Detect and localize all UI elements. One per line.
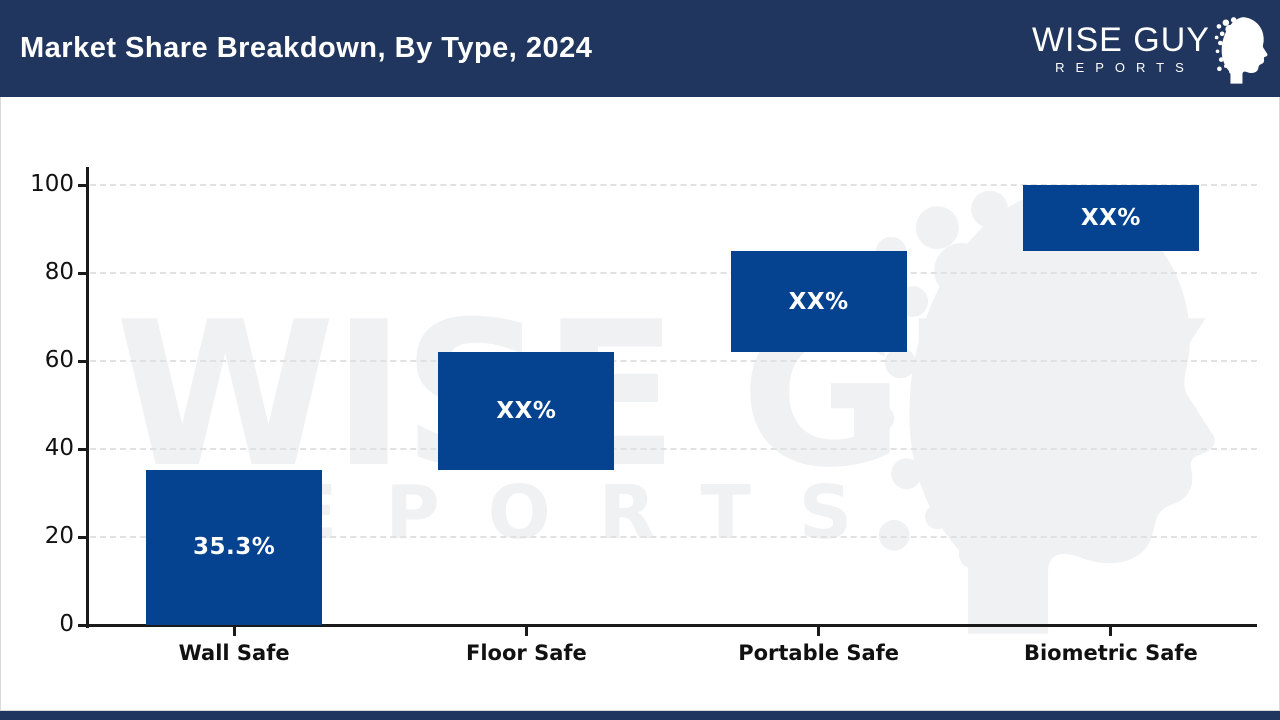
x-tick xyxy=(232,627,236,636)
footer-bar xyxy=(0,710,1280,720)
gridline-40 xyxy=(90,448,1257,450)
x-tick xyxy=(817,627,821,636)
bar-wall-safe: 35.3% xyxy=(146,469,323,625)
gridline-20 xyxy=(90,536,1257,538)
y-tick xyxy=(78,359,88,363)
page-title: Market Share Breakdown, By Type, 2024 xyxy=(20,32,593,64)
y-tick xyxy=(78,535,88,539)
category-label-biometric-safe: Biometric Safe xyxy=(1023,641,1198,665)
category-label-portable-safe: Portable Safe xyxy=(738,641,900,665)
bar-portable-safe: XX% xyxy=(730,251,907,353)
gridline-100 xyxy=(90,184,1257,186)
y-tick xyxy=(78,623,88,627)
waterfall-chart: 0 20 40 60 80 100 35.3% Wall Safe XX% Floor Safe X… xyxy=(0,97,1280,710)
left-border xyxy=(0,97,1,720)
y-tick xyxy=(78,447,88,451)
category-label-floor-safe: Floor Safe xyxy=(466,641,587,665)
y-tick xyxy=(78,183,88,187)
wise-guy-logo: WISE GUY REPORTS xyxy=(1032,0,1272,97)
bar-biometric-safe: XX% xyxy=(1022,185,1199,251)
y-tick-label: 80 xyxy=(44,259,74,285)
x-axis xyxy=(86,624,1257,627)
y-axis xyxy=(86,167,89,628)
bar-value-label: XX% xyxy=(1080,205,1141,231)
logo-wordmark-block: WISE GUY REPORTS xyxy=(1032,23,1210,74)
y-tick-label: 20 xyxy=(44,523,74,549)
logo-wordmark: WISE GUY xyxy=(1031,21,1210,59)
x-tick xyxy=(1109,627,1113,636)
x-tick xyxy=(524,627,528,636)
y-tick-label: 40 xyxy=(44,435,74,461)
y-tick-label: 60 xyxy=(44,347,74,373)
gridline-60 xyxy=(90,360,1257,362)
logo-subtext: REPORTS xyxy=(1055,60,1195,75)
gridline-80 xyxy=(90,272,1257,274)
y-tick-label: 100 xyxy=(30,171,74,197)
header-bar: Market Share Breakdown, By Type, 2024 WI… xyxy=(0,0,1280,97)
y-tick xyxy=(78,271,88,275)
dotted-head-icon xyxy=(1212,12,1272,86)
bar-value-label: XX% xyxy=(788,288,849,315)
bar-floor-safe: XX% xyxy=(438,352,615,470)
category-label-wall-safe: Wall Safe xyxy=(178,641,290,665)
bar-value-label: 35.3% xyxy=(192,534,276,561)
y-tick-label: 0 xyxy=(59,611,74,637)
bar-value-label: XX% xyxy=(496,397,557,424)
